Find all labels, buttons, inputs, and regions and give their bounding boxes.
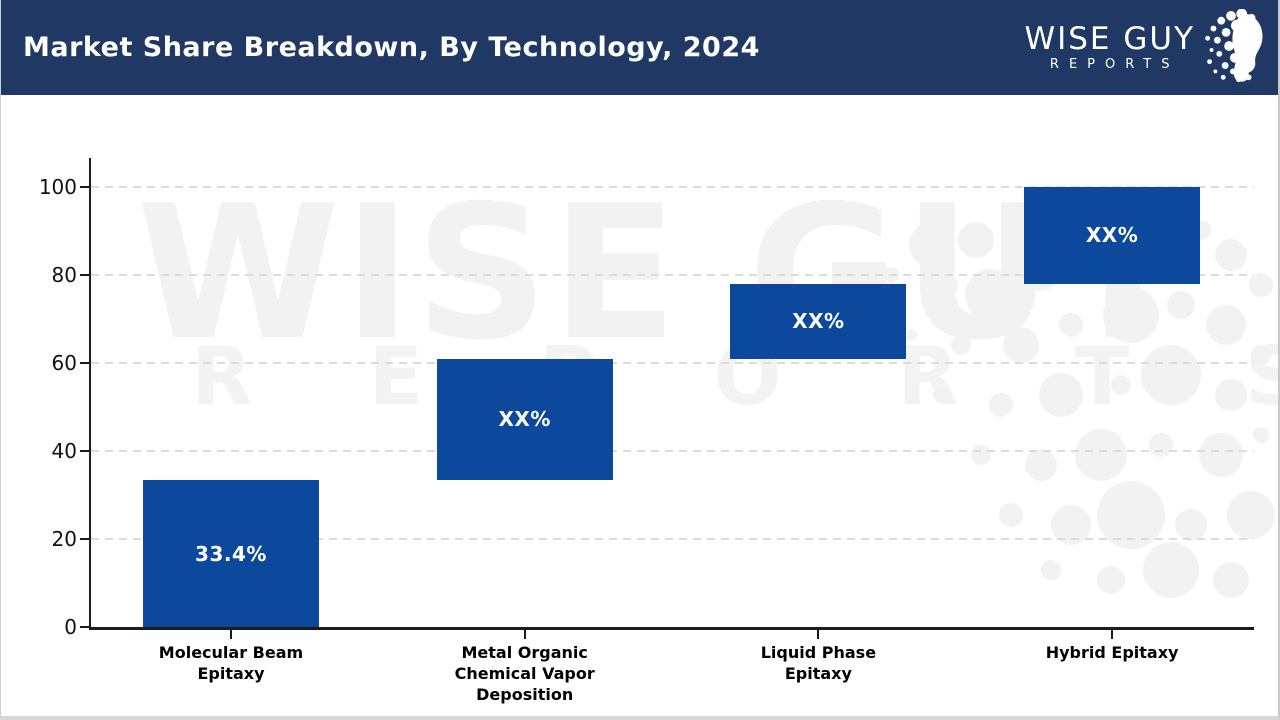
logo-wordmark-sub: REPORTS — [1049, 57, 1180, 72]
y-tick-mark — [80, 362, 89, 364]
x-category-label: Metal Organic Chemical Vapor Deposition — [375, 642, 675, 705]
bar-liquid-phase-epitaxy: XX% — [730, 283, 907, 359]
y-tick-mark — [80, 626, 89, 628]
bar-value-label: XX% — [1085, 223, 1139, 248]
x-category-label-line: Chemical Vapor — [454, 664, 595, 683]
x-category-label: Liquid Phase Epitaxy — [668, 642, 968, 684]
y-tick-label: 100 — [38, 175, 77, 199]
y-axis-line — [89, 158, 91, 628]
x-tick-mark — [230, 630, 232, 639]
y-tick-label: 40 — [51, 439, 77, 463]
x-axis-line — [89, 627, 1254, 630]
gridline — [91, 450, 1254, 452]
x-tick-mark — [1111, 630, 1114, 639]
logo-wordmark: WISE GUY REPORTS — [1024, 22, 1195, 73]
y-tick-label: 20 — [51, 527, 77, 551]
bar-molecular-beam-epitaxy: 33.4% — [143, 480, 319, 627]
chart-area: WISE GUY R E P O R T S — [1, 95, 1278, 716]
page-title: Market Share Breakdown, By Technology, 2… — [23, 32, 760, 63]
x-tick-mark — [523, 630, 526, 639]
y-tick-mark — [80, 450, 89, 452]
bar-value-label: XX% — [792, 309, 845, 334]
logo: WISE GUY REPORTS — [1024, 8, 1263, 87]
plot-area: WISE GUY R E P O R T S — [1, 95, 1278, 716]
gridline — [91, 274, 1254, 276]
bar-hybrid-epitaxy: XX% — [1024, 187, 1201, 284]
y-tick-label: 60 — [51, 351, 77, 375]
x-category-label-line: Metal Organic — [461, 643, 588, 662]
logo-head-icon — [1205, 8, 1263, 82]
x-category-label-line: Liquid Phase — [760, 643, 877, 662]
x-category-label: Hybrid Epitaxy — [962, 642, 1262, 663]
gridline — [91, 362, 1254, 364]
x-tick-mark — [817, 630, 820, 639]
y-tick-mark — [80, 538, 89, 540]
bar-metal-organic-chemical-vapor-deposition: XX% — [436, 358, 613, 481]
x-category-label-line: Hybrid Epitaxy — [1045, 643, 1179, 662]
x-category-label-line: Molecular Beam — [158, 643, 304, 662]
x-category-label: Molecular Beam Epitaxy — [81, 642, 381, 684]
x-category-label-line: Epitaxy — [784, 664, 852, 683]
y-tick-label: 80 — [51, 263, 77, 287]
header: Market Share Breakdown, By Technology, 2… — [1, 0, 1278, 95]
x-category-label-line: Deposition — [476, 685, 574, 704]
gridline — [91, 186, 1254, 188]
gridline — [91, 538, 1254, 540]
bar-value-label: 33.4% — [195, 541, 267, 566]
watermark-dots-pattern — [883, 220, 1275, 598]
bar-value-label: XX% — [498, 407, 551, 432]
x-category-label-line: Epitaxy — [197, 664, 265, 683]
y-tick-mark — [80, 186, 89, 188]
y-tick-mark — [80, 274, 89, 276]
y-tick-label: 0 — [64, 615, 77, 639]
logo-wordmark-main: WISE GUY — [1024, 21, 1195, 57]
